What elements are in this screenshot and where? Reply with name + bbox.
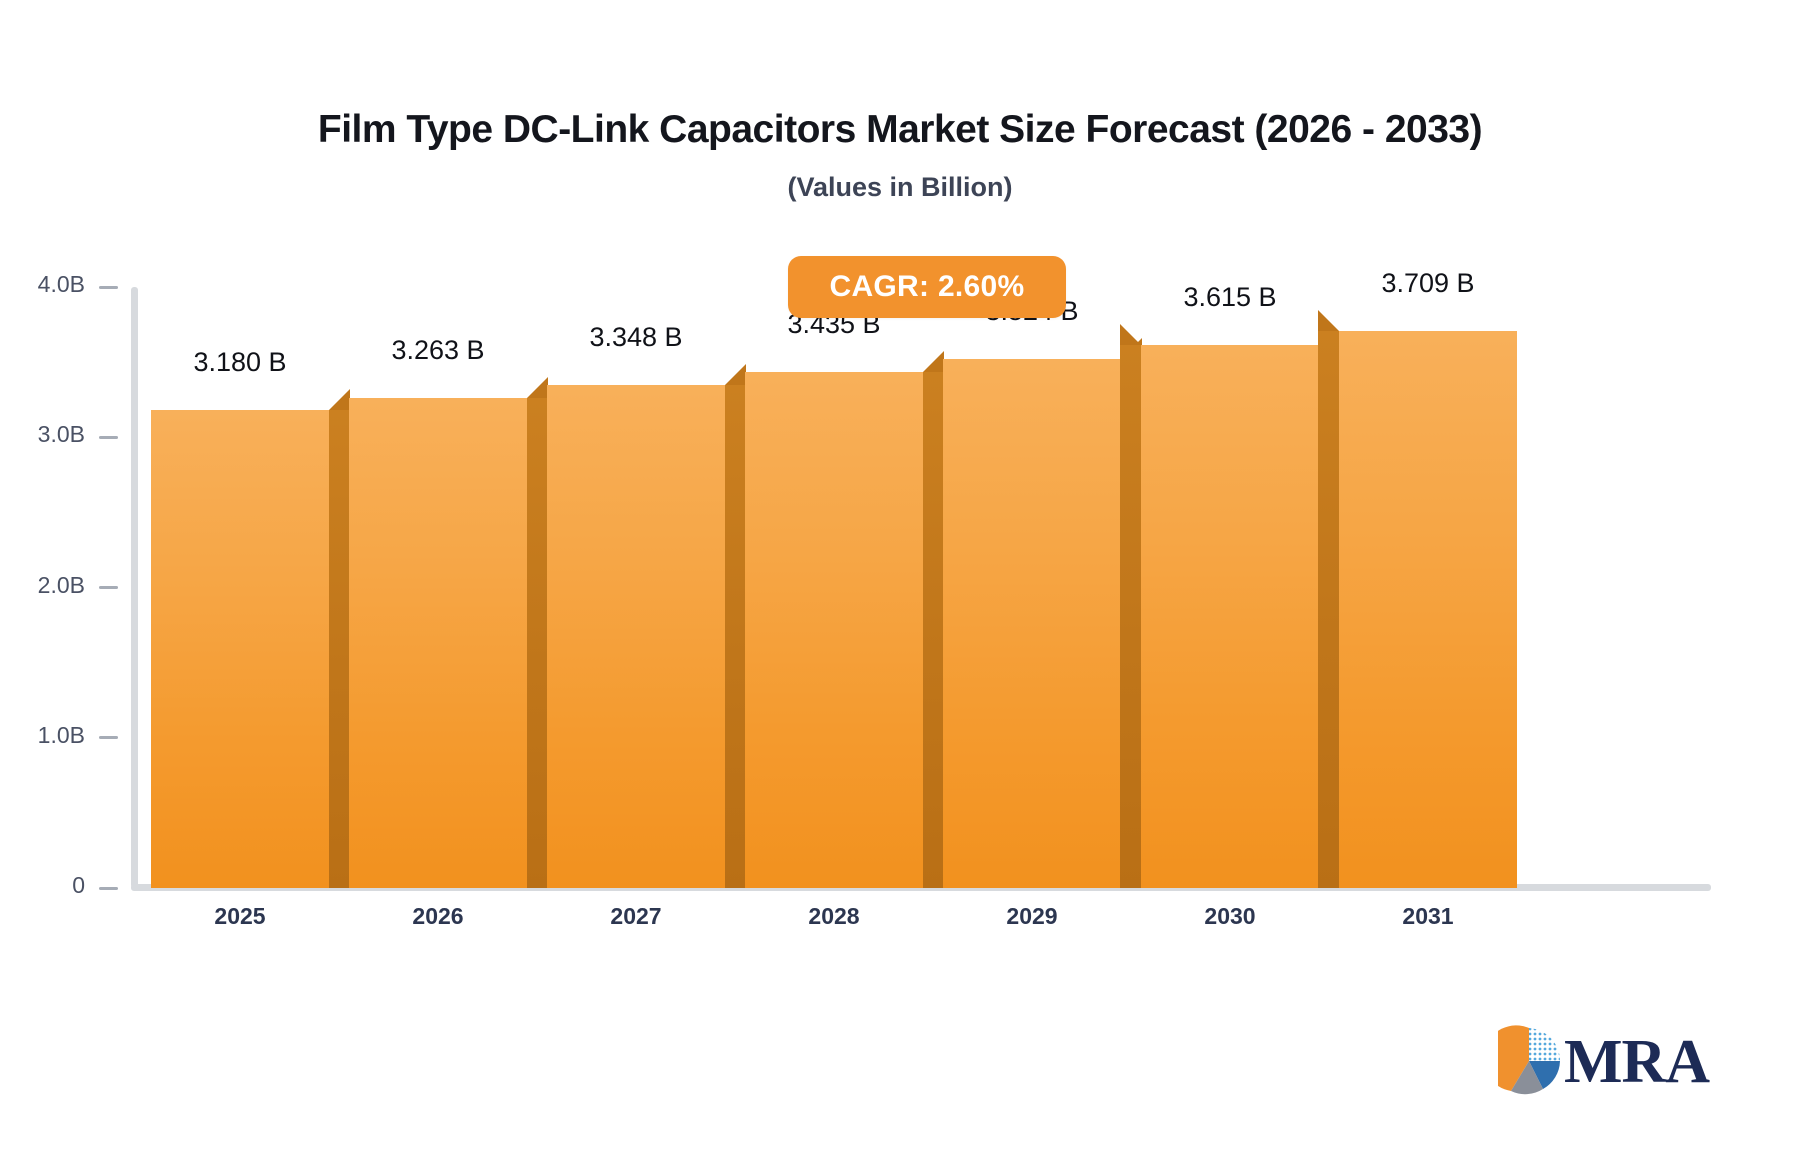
x-axis-label: 2027	[610, 903, 662, 929]
bar-side-face	[1120, 344, 1141, 888]
x-axis-label: 2031	[1402, 903, 1454, 929]
logo-wordmark: MRA	[1564, 1028, 1710, 1096]
cagr-badge: CAGR: 2.60%	[788, 256, 1066, 318]
bar[interactable]	[151, 389, 350, 888]
bar-front-face	[745, 371, 923, 888]
chart-title: Film Type DC-Link Capacitors Market Size…	[317, 108, 1483, 151]
y-axis-tick-mark	[99, 586, 118, 589]
bar-bevel	[1120, 323, 1141, 345]
y-axis-tick-label: 2.0B	[37, 571, 85, 598]
y-axis-tick-label: 4.0B	[37, 271, 85, 297]
x-axis-label: 2025	[214, 903, 266, 929]
bar-value-label: 3.348 B	[589, 321, 683, 352]
bar-front-face	[151, 410, 329, 888]
bar-value-label: 3.263 B	[391, 334, 485, 365]
bar[interactable]	[943, 337, 1142, 888]
y-axis-tick-label: 3.0B	[37, 421, 85, 448]
bar-value-label: 3.615 B	[1183, 281, 1277, 312]
bar[interactable]	[547, 363, 746, 888]
y-axis-tick-mark	[99, 435, 118, 439]
bar-side-face	[725, 384, 746, 888]
bar-bevel	[725, 363, 746, 385]
bar-front-face	[349, 397, 527, 888]
bar-side-face	[923, 371, 944, 888]
bar-front-face	[1339, 330, 1517, 888]
y-axis-tick-mark	[99, 886, 118, 890]
bar-bevel	[923, 350, 944, 372]
bar-bevel	[527, 376, 548, 398]
bar[interactable]	[1120, 323, 1319, 888]
bar[interactable]	[745, 350, 944, 888]
y-axis-tick-label: 1.0B	[37, 721, 85, 748]
bar[interactable]	[1318, 309, 1517, 888]
mra-logo: MRA	[1483, 1022, 1710, 1104]
x-axis-label: 2026	[412, 903, 464, 929]
pie-chart-icon	[1483, 1025, 1560, 1095]
bar[interactable]	[349, 376, 548, 888]
bar-value-label: 3.180 B	[193, 347, 287, 378]
bar-bevel	[1318, 309, 1339, 331]
bar-side-face	[527, 397, 548, 888]
y-axis-tick-mark	[99, 736, 118, 740]
y-axis-tick-label: 0	[72, 872, 85, 898]
y-axis-line	[131, 287, 138, 888]
bar-value-label: 3.709 B	[1381, 267, 1475, 298]
bar-front-face	[943, 358, 1121, 888]
bar-bevel	[329, 389, 350, 411]
bar-front-face	[1141, 344, 1319, 888]
x-axis-label: 2029	[1006, 903, 1058, 929]
chart-subtitle: (Values in Billion)	[787, 172, 1013, 202]
x-axis-label: 2028	[808, 903, 860, 929]
bar-side-face	[1318, 330, 1339, 888]
x-axis-label: 2030	[1204, 903, 1256, 929]
bar-front-face	[547, 384, 725, 888]
bar-side-face	[329, 410, 350, 888]
y-axis-tick-mark	[99, 285, 118, 289]
